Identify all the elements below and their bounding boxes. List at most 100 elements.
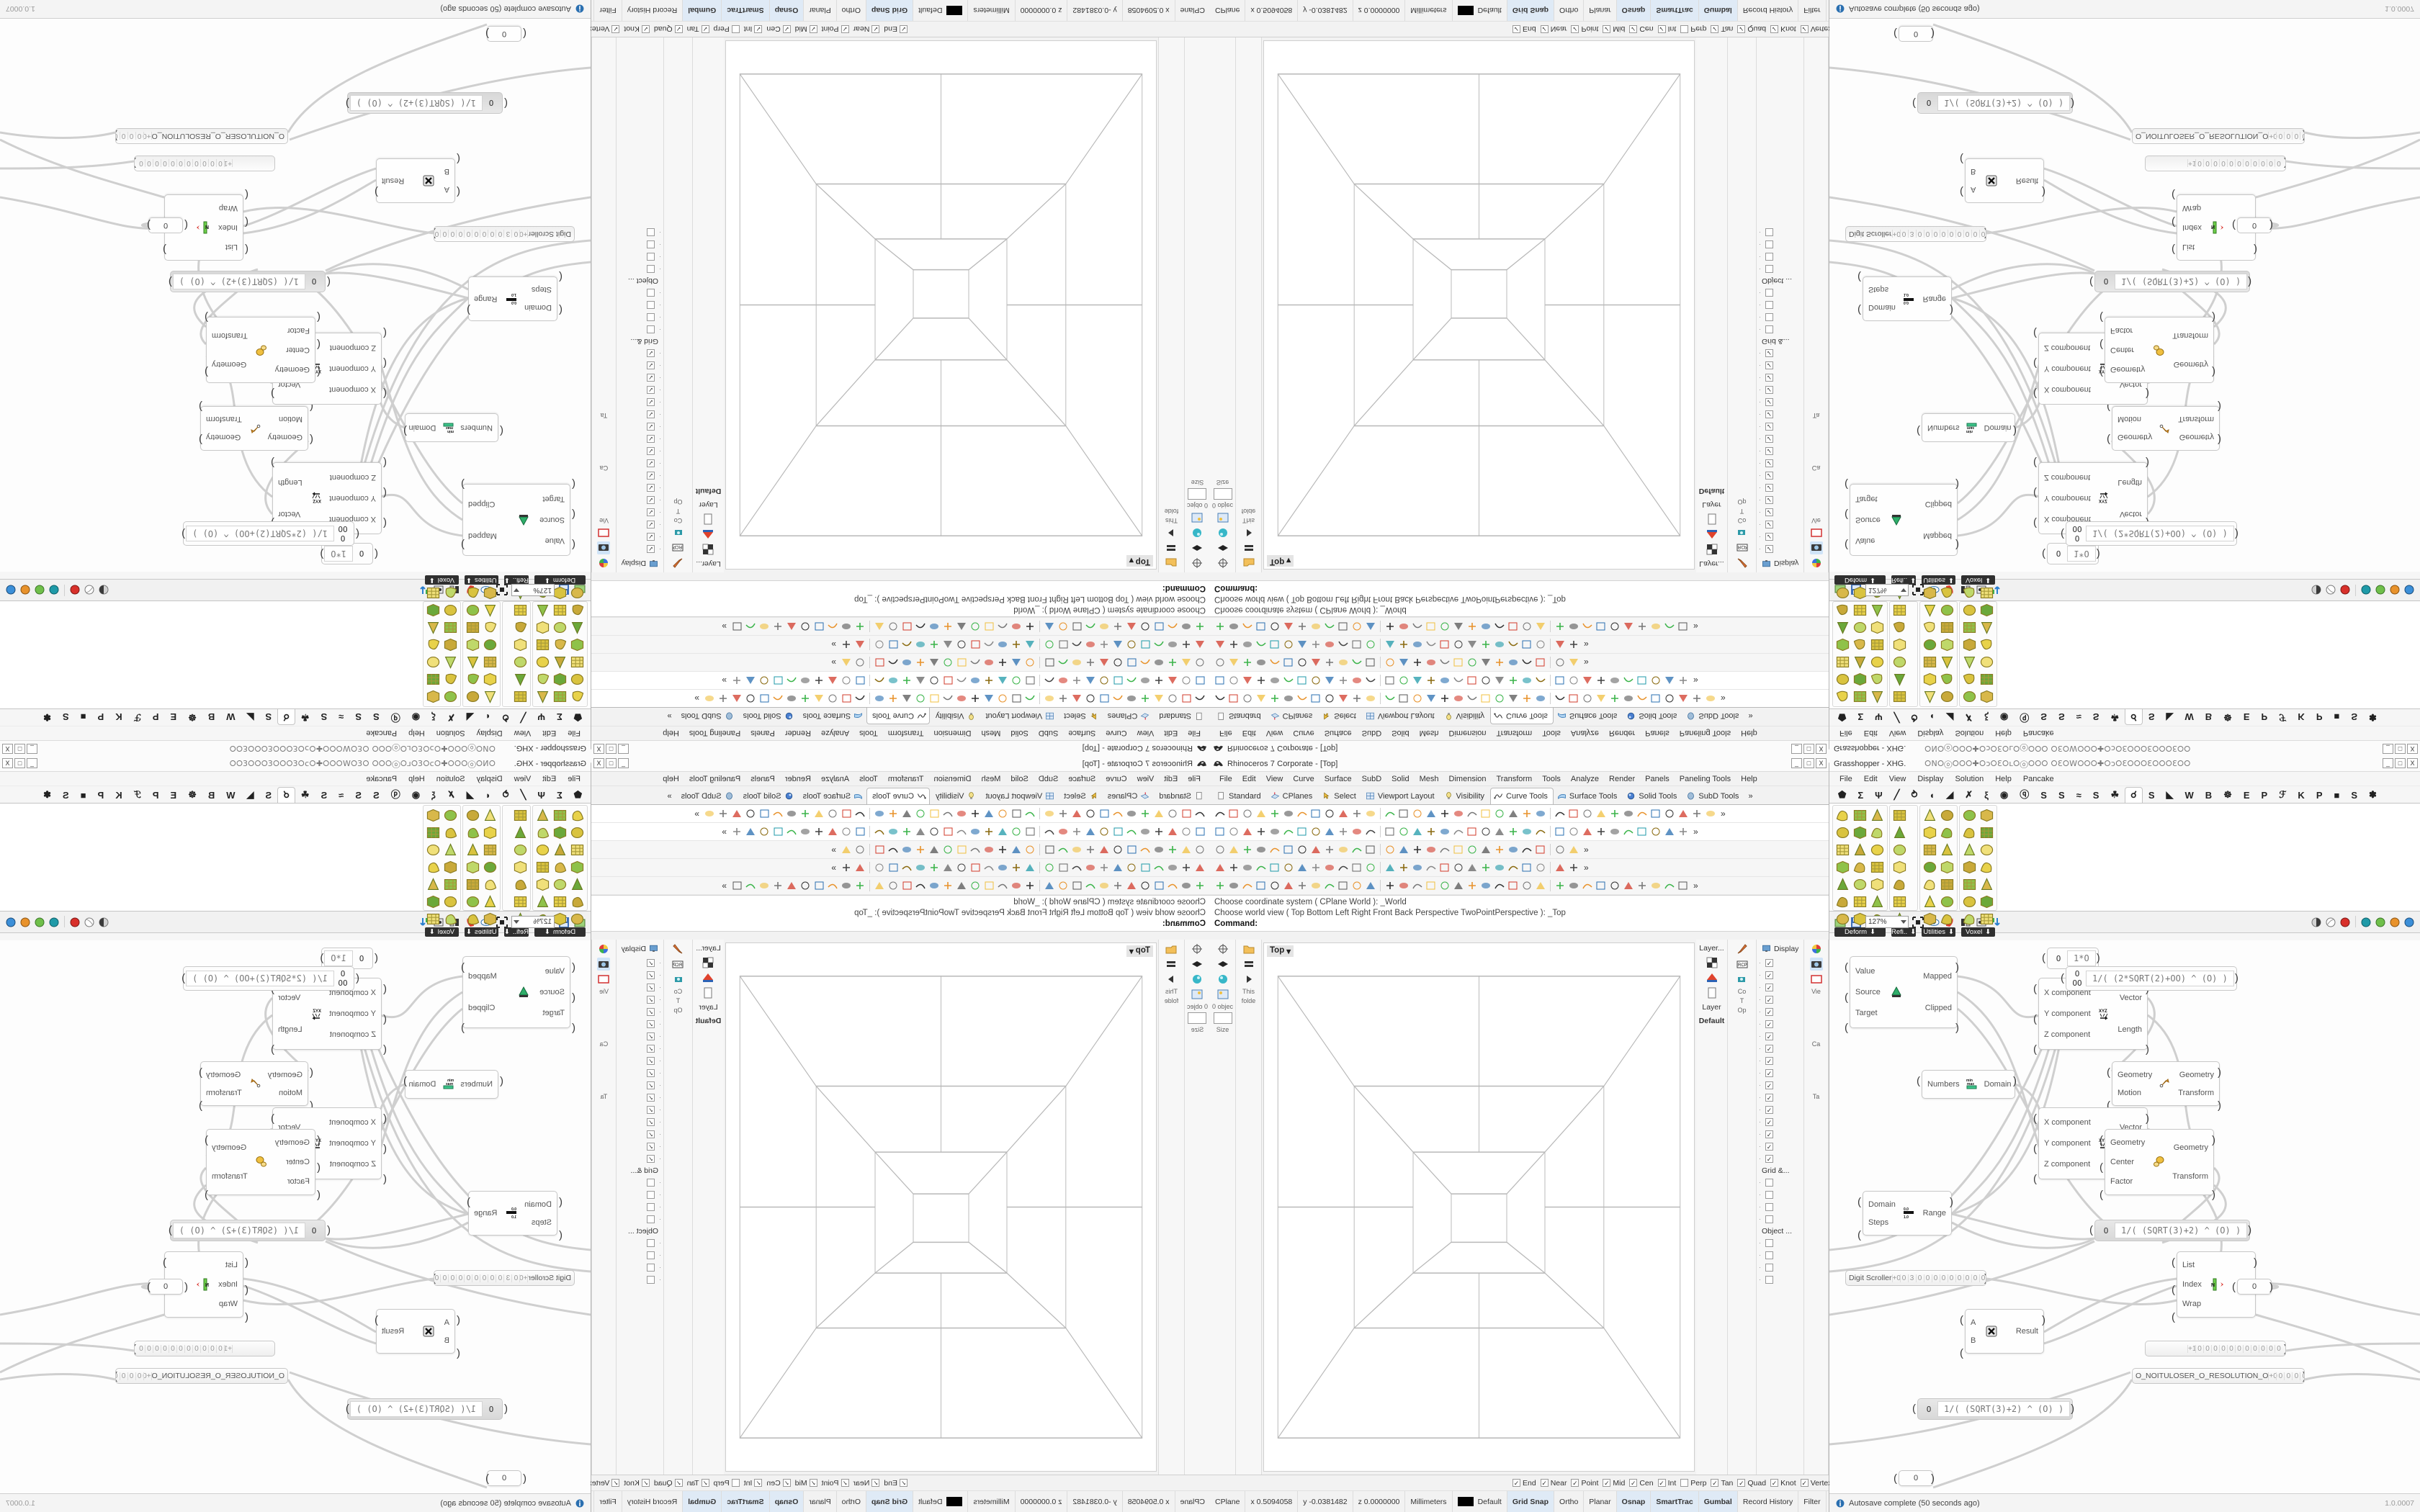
output-pin[interactable]: Mapped [1923,531,1952,540]
gh-component-icon[interactable] [465,585,481,601]
display-option-checkbox[interactable]: ✓ [1765,1143,1773,1151]
gh-component-icon[interactable] [569,654,586,670]
slider-digit[interactable]: 0 [2219,1344,2227,1353]
toolbar-icon[interactable] [853,807,866,820]
input-connector[interactable]: ( [383,983,387,995]
gh-ribbon-tab-11[interactable]: S [2040,790,2047,801]
toolbar-icon[interactable] [826,825,839,838]
output-connector[interactable]: ) [2269,1281,2273,1293]
canvas-display-modes[interactable] [4,915,110,929]
gh-ribbon-tab-10[interactable]: ⓠ [2020,712,2030,723]
toolbar-icon[interactable] [1384,825,1397,838]
rhino-menubar[interactable]: File Edit View Curve Surface SubD Solid Mesh Dim… [1210,726,1829,740]
expression-input-label-2[interactable]: OO [338,524,348,534]
display-option-checkbox[interactable] [647,1179,655,1187]
toolbar-icon[interactable] [785,879,798,892]
gh-ribbon-tab-20[interactable]: B [207,790,215,801]
display-option-row[interactable]: · ✓ [1759,518,1795,531]
toolbar-icon[interactable] [955,620,968,633]
gh-component-icon[interactable] [1961,585,1978,601]
toolbar-icon[interactable] [1023,638,1036,651]
gh-ribbon-tab-11[interactable]: S [373,790,380,801]
display-option-checkbox[interactable]: ✓ [647,484,655,492]
toolbar-icon[interactable] [1493,692,1506,705]
gh-component-icon[interactable] [1852,824,1868,841]
display-option-checkbox[interactable] [647,301,655,309]
gh-component-icon[interactable] [482,585,498,601]
status-toggle-gumbal[interactable]: Gumbal [1698,1491,1738,1512]
toolbar-icon[interactable] [1023,620,1036,633]
toolbar-icon[interactable] [717,692,730,705]
cap-icon[interactable] [1216,958,1229,971]
display-option-checkbox[interactable]: ✓ [1765,1020,1773,1028]
gh-ribbon-tab-14[interactable]: S [321,711,328,722]
ribbon-group-icons[interactable] [1834,585,1886,705]
toolbar-icon[interactable] [1520,879,1533,892]
output-pin[interactable]: Geometry [212,360,247,369]
gh-component-multiplication[interactable]: A B Result(() [375,1309,460,1359]
display-option-row[interactable]: · ✓ [1759,1043,1795,1055]
rhino-minimize-button[interactable]: _ [1791,758,1802,768]
slider-digit[interactable]: 0 [2267,159,2275,168]
gh-component-bounds[interactable]: Numbers min max Domain() [1917,413,2017,442]
toolbar-icon[interactable] [1309,692,1322,705]
display-option-checkbox[interactable] [647,1276,655,1284]
page-icon[interactable] [1706,986,1718,999]
toolbar-icon[interactable] [1214,638,1227,651]
grasshopper-ribbon-tabs[interactable]: ⬟ Σ Ψ ╱ ⥁ ◖ ◢ ✗ ξ ◉ ⓠ S S ≈ S ☘ ☌ S ◣ W B ☸ E P ℱ K P ■ S ✽ [0,786,591,804]
gh-component-icon[interactable] [552,602,568,618]
gh-component-icon[interactable] [512,807,529,824]
menu-item-transform[interactable]: Transform [887,774,924,783]
output-pin[interactable]: Transform [212,331,248,340]
slider-digit[interactable]: +0 [143,1372,152,1380]
toolbar-icon[interactable] [873,656,886,669]
expression-input-label[interactable]: O [340,534,346,543]
input-connector[interactable]: ( [504,1403,508,1415]
menu-item-transform[interactable]: Transform [1496,774,1533,783]
toolbar-icon[interactable] [1268,843,1281,856]
display-option-row[interactable]: · ✓ [625,1055,661,1067]
camera-icon[interactable] [1809,541,1823,554]
brush-icon[interactable] [672,942,685,955]
osnap-checkbox[interactable]: ✓ [1540,25,1549,33]
toolbar-icon[interactable] [1057,656,1070,669]
toolbar-icon[interactable] [1255,656,1268,669]
input-pin[interactable]: A [1971,1318,1976,1327]
toolbar-icon[interactable] [1241,807,1254,820]
rhino-tab-standard[interactable]: Standard [1153,708,1207,724]
ribbon-group-label[interactable]: Voxel ⬇ [424,575,459,585]
output-connector[interactable]: ) [2013,1075,2017,1087]
display-option-row[interactable]: · ✓ [625,347,661,359]
menu-item-paneling-tools[interactable]: Paneling Tools [1679,774,1731,783]
cap-icon[interactable] [1191,541,1204,554]
toolbar-icon[interactable] [1677,807,1690,820]
toolbar-icon[interactable] [1010,861,1023,874]
slider-digit[interactable]: +0 [143,132,152,140]
rhino-viewport-top[interactable]: Top ▾ [1263,40,1695,570]
input-pin[interactable]: A [444,1318,449,1327]
toolbar-overflow-chevron[interactable]: » [722,881,727,891]
gh-ribbon-tab-14[interactable]: S [321,790,328,801]
toolbar-icon[interactable] [1520,692,1533,705]
toolbar-icon[interactable] [1608,879,1621,892]
menu-item-analyze[interactable]: Analyze [1570,729,1600,738]
gh-ribbon-tab-2[interactable]: Ψ [1875,711,1883,722]
rhino-tab-select[interactable]: Select [1058,788,1102,804]
slider-digit[interactable]: 0 [465,230,473,238]
toolbar-icon[interactable] [1098,674,1111,687]
input-connector[interactable]: ( [383,1173,387,1185]
display-option-row[interactable]: · ✓ [1759,347,1795,359]
chevron-down-icon[interactable] [1901,588,1906,592]
gh-component-icon[interactable] [569,636,586,653]
output-connector[interactable]: ) [2212,311,2215,323]
input-connector[interactable]: ( [572,478,575,490]
toolbar-icon[interactable] [1241,692,1254,705]
osnap-tan[interactable]: ✓ Tan [687,25,709,34]
display-option-checkbox[interactable]: ✓ [647,971,655,979]
toolbar-icon[interactable] [873,807,886,820]
toolbar-icon[interactable] [1466,620,1479,633]
input-pin[interactable]: Z component [329,343,376,352]
toolbar-icon[interactable] [1479,861,1492,874]
rhino-tab-subd-tools[interactable]: SubD Tools [676,708,738,724]
input-connector[interactable]: ( [1912,97,1916,109]
